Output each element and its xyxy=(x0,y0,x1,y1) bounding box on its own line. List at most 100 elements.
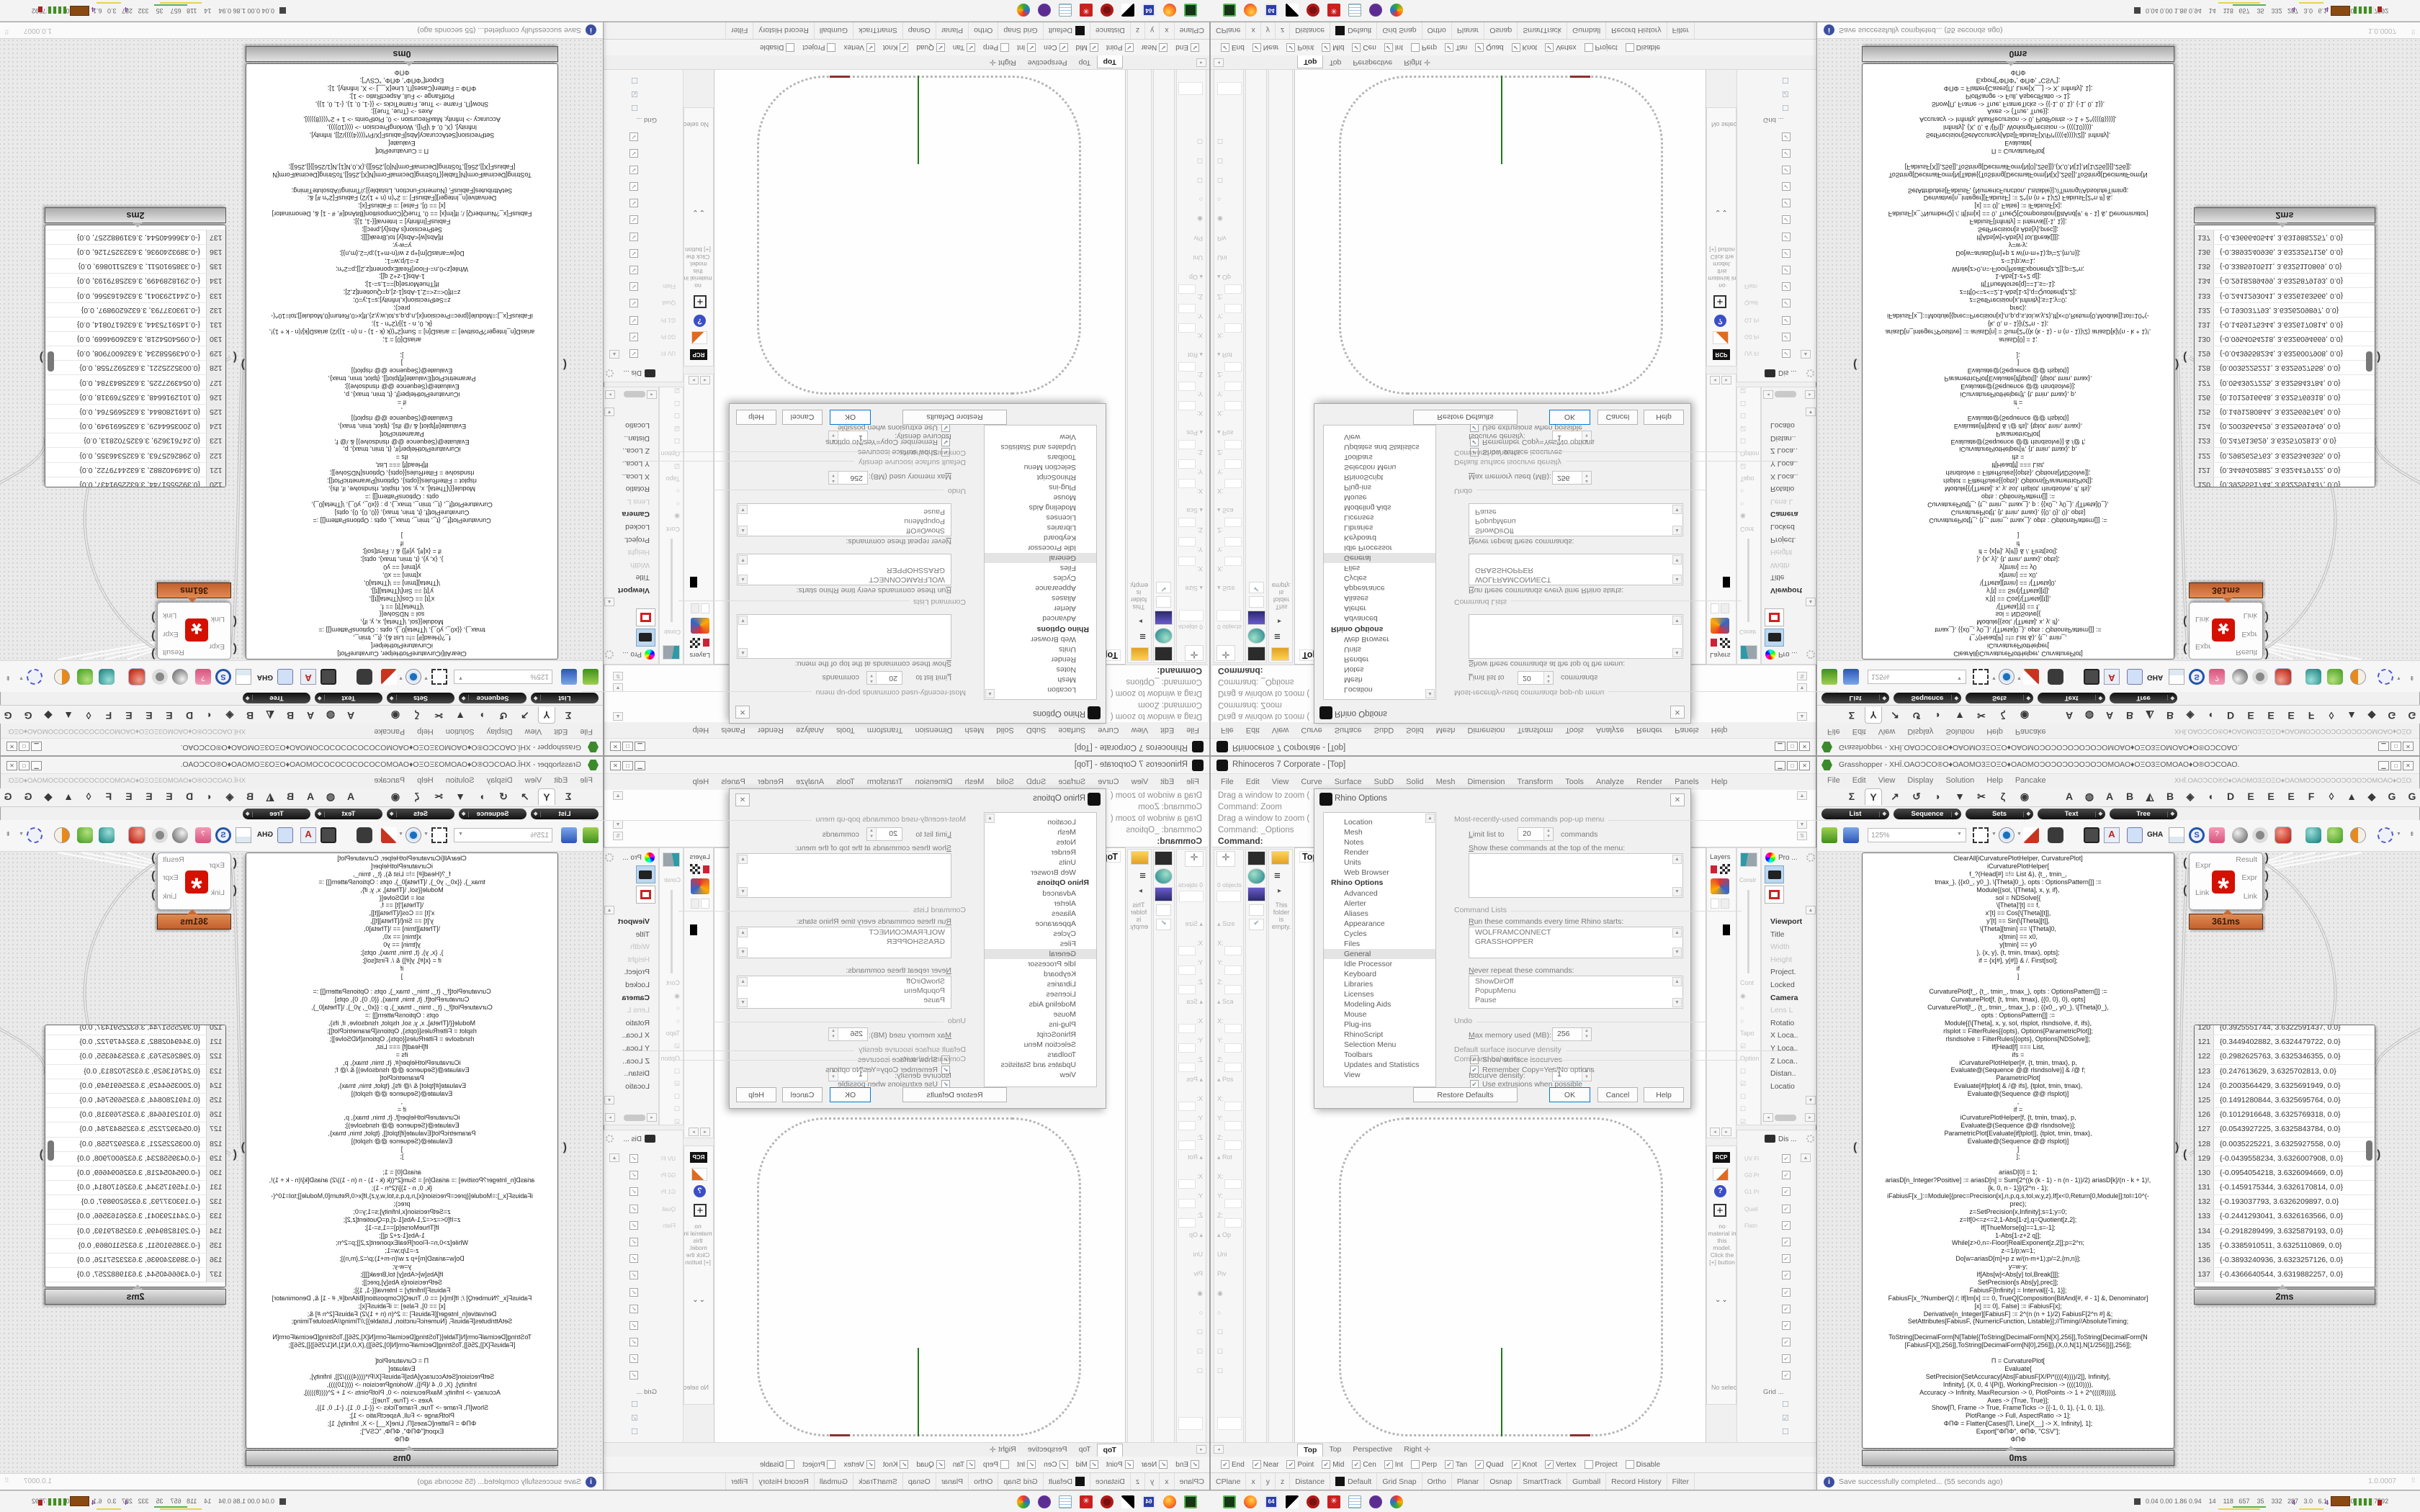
materials-collapse-icon[interactable]: ⌄⌄ xyxy=(1715,208,1729,216)
rhino-menu-item[interactable]: Panels xyxy=(1675,778,1699,786)
gh-category-tab-icon[interactable]: Σ xyxy=(565,710,572,721)
new-layer-icon[interactable] xyxy=(701,899,709,909)
options-tree-item[interactable]: RhinoScript xyxy=(1036,473,1076,482)
rhino-maximize-button[interactable]: □ xyxy=(622,742,633,751)
rhino-menu-item[interactable]: Edit xyxy=(1160,726,1175,734)
layer-colors-icon[interactable] xyxy=(691,878,709,894)
osnap-toggle[interactable]: Quad xyxy=(916,1460,945,1469)
osnap-toggle[interactable]: Cen xyxy=(1352,43,1376,52)
window-doc-icon[interactable] xyxy=(2169,827,2184,843)
render-properties-button[interactable] xyxy=(1765,608,1784,626)
pill-dropdown-icon[interactable]: ◆ xyxy=(2166,695,2174,701)
rhino-minimize-button[interactable]: ▁ xyxy=(635,742,645,751)
osnap-checkbox[interactable] xyxy=(866,1460,875,1469)
camera-widget-icon[interactable] xyxy=(357,669,372,685)
selection-circle-icon[interactable] xyxy=(27,827,42,843)
listbox-scroll-down-icon[interactable]: ▼ xyxy=(1672,948,1682,957)
display-gear-icon[interactable] xyxy=(1806,1135,1814,1143)
preview-dropdown-icon[interactable]: ▼ xyxy=(398,675,403,680)
props-hscroll-right-icon[interactable]: ▸ xyxy=(605,390,615,399)
pill-dropdown-icon[interactable]: ◆ xyxy=(246,811,254,817)
layer-state-icon[interactable] xyxy=(1711,865,1717,873)
rhino-titlebar[interactable]: Rhinoceros 7 Corporate - [Top] ▁ □ ✕ xyxy=(604,757,1209,774)
props-scroll-up-icon[interactable]: ▲ xyxy=(604,598,614,606)
gumball-tab-icon[interactable] xyxy=(1247,647,1265,661)
rhino-titlebar[interactable]: Rhinoceros 7 Corporate - [Top] ▁ □ ✕ xyxy=(1211,738,1816,755)
max-memory-spinner[interactable]: 256 ▲ ▼ xyxy=(828,471,868,485)
gh-subcategory-pill[interactable]: Sequence ◆ xyxy=(1894,809,1961,819)
options-tree-item[interactable]: Aliases xyxy=(1344,594,1368,603)
osnap-toggle[interactable]: Int xyxy=(1017,43,1036,52)
remote-panel-icon[interactable] xyxy=(2084,669,2099,685)
options-tree-item[interactable]: Location xyxy=(1047,818,1076,827)
constraints-row[interactable]: Cont xyxy=(1740,526,1754,533)
startup-command-item[interactable]: WOLFRAMCONNECT xyxy=(1475,928,1551,937)
options-tree-item[interactable]: Idle Processor xyxy=(1027,544,1076,552)
display-row-checkbox[interactable] xyxy=(1782,1354,1791,1364)
materials-collapse-icon[interactable]: ⌄⌄ xyxy=(1715,1296,1729,1304)
zoom-extents-dropdown-icon[interactable]: ▼ xyxy=(1991,832,1996,837)
rcp-icon[interactable]: RCP xyxy=(1713,349,1730,360)
dialog-close-button[interactable]: ✕ xyxy=(1670,706,1685,719)
display-row-checkbox[interactable] xyxy=(1782,248,1791,258)
gh-plugin-tab[interactable]: E xyxy=(2247,710,2254,721)
taskbar-purple-icon[interactable] xyxy=(1038,4,1051,17)
options-tree-item[interactable]: Mouse xyxy=(1053,1010,1076,1019)
gh-menu-item[interactable]: View xyxy=(1878,727,1896,736)
layers-scroll-right-icon[interactable]: ▸ xyxy=(689,376,699,384)
blank-tab-icon[interactable] xyxy=(1156,904,1171,916)
gh-plugin-tab[interactable]: ▲ xyxy=(63,710,73,721)
gh-plugin-tab[interactable]: B xyxy=(246,710,254,721)
layer-color-swatch[interactable] xyxy=(690,924,697,935)
osnap-toggle[interactable]: End xyxy=(1175,1460,1199,1469)
rhino-menu-item[interactable]: Dimension xyxy=(915,726,953,734)
rhino-menu-item[interactable]: Tools xyxy=(1565,726,1584,734)
display-row-checkbox[interactable] xyxy=(1782,349,1791,358)
options-tree-item[interactable]: Web Browser xyxy=(1344,635,1389,644)
never-repeat-item[interactable]: PopupMenu xyxy=(904,986,945,995)
gh-close-button[interactable]: ✕ xyxy=(2403,742,2414,751)
boxedit-value-field[interactable] xyxy=(1178,537,1196,546)
display-row-checkbox[interactable] xyxy=(1782,1338,1791,1347)
save-file-icon[interactable] xyxy=(1843,669,1859,685)
gh-minimize-button[interactable]: ▁ xyxy=(2378,742,2389,751)
options-tree-item[interactable]: Updates and Statistics xyxy=(1344,443,1420,451)
max-memory-spinner[interactable]: 256 ▲ ▼ xyxy=(1552,471,1592,485)
remember-copy-checkbox[interactable]: Remember Copy=Yes/No options xyxy=(825,1066,950,1074)
new-viewport-tab-icon[interactable]: ✛ xyxy=(1424,58,1431,66)
tray-green-cluster-icon[interactable] xyxy=(2354,6,2374,14)
gh-subcategory-pill[interactable]: Sets ◆ xyxy=(387,809,454,819)
gh-plugin-tab[interactable]: ◖ xyxy=(206,710,213,721)
gh-subcategory-pill[interactable]: Text ◆ xyxy=(2038,693,2105,703)
display-row-checkbox[interactable] xyxy=(1782,232,1791,241)
display-row-checkbox[interactable] xyxy=(629,266,638,275)
sphere-tab-icon[interactable] xyxy=(1155,868,1173,884)
never-repeat-item[interactable]: ShowDirOff xyxy=(906,977,946,986)
link-output-grip[interactable]: ) xyxy=(151,888,156,901)
options-tree-item[interactable]: Libraries xyxy=(1047,980,1076,989)
gh-plugin-tab[interactable]: ◭ xyxy=(266,710,274,721)
osnap-toggle[interactable]: Disable xyxy=(760,1460,795,1469)
osnap-checkbox[interactable] xyxy=(827,43,836,52)
code-panel-input-grip[interactable]: ( xyxy=(1853,1141,1857,1153)
gh-subcategory-pill[interactable]: Sequence ◆ xyxy=(459,809,526,819)
display-row-checkbox[interactable] xyxy=(1782,299,1791,308)
display-scroll-up-icon[interactable]: ▲ xyxy=(609,350,619,359)
rhino-menu-item[interactable]: Panels xyxy=(721,778,745,786)
options-tree-item[interactable]: Keyboard xyxy=(1044,534,1076,542)
options-tree-item[interactable]: Selection Menu xyxy=(1344,463,1397,472)
tree-scroll-up-icon[interactable]: ▲ xyxy=(1425,689,1435,698)
link-input-grip[interactable]: ( xyxy=(2183,616,2187,628)
red-cylinder-icon[interactable] xyxy=(128,827,145,844)
startup-command-item[interactable]: WOLFRAMCONNECT xyxy=(869,575,945,584)
boxedit-tab-icon[interactable]: ✛ xyxy=(1185,851,1204,867)
options-tree-item[interactable]: Modeling Aids xyxy=(1344,1000,1392,1009)
statusbar-cell[interactable]: SmartTrack xyxy=(852,1473,902,1490)
constraints-slider[interactable] xyxy=(1747,539,1749,622)
expr-input-grip[interactable]: ( xyxy=(2183,643,2187,655)
checkbox-tab-icon[interactable]: ✔ xyxy=(1156,582,1171,593)
rhino-menu-item[interactable]: Surface xyxy=(1058,726,1086,734)
osnap-toggle[interactable]: Cen xyxy=(1044,43,1068,52)
options-tree-item[interactable]: Cycles xyxy=(1053,574,1076,582)
never-repeat-item[interactable]: PopupMenu xyxy=(1475,517,1516,526)
